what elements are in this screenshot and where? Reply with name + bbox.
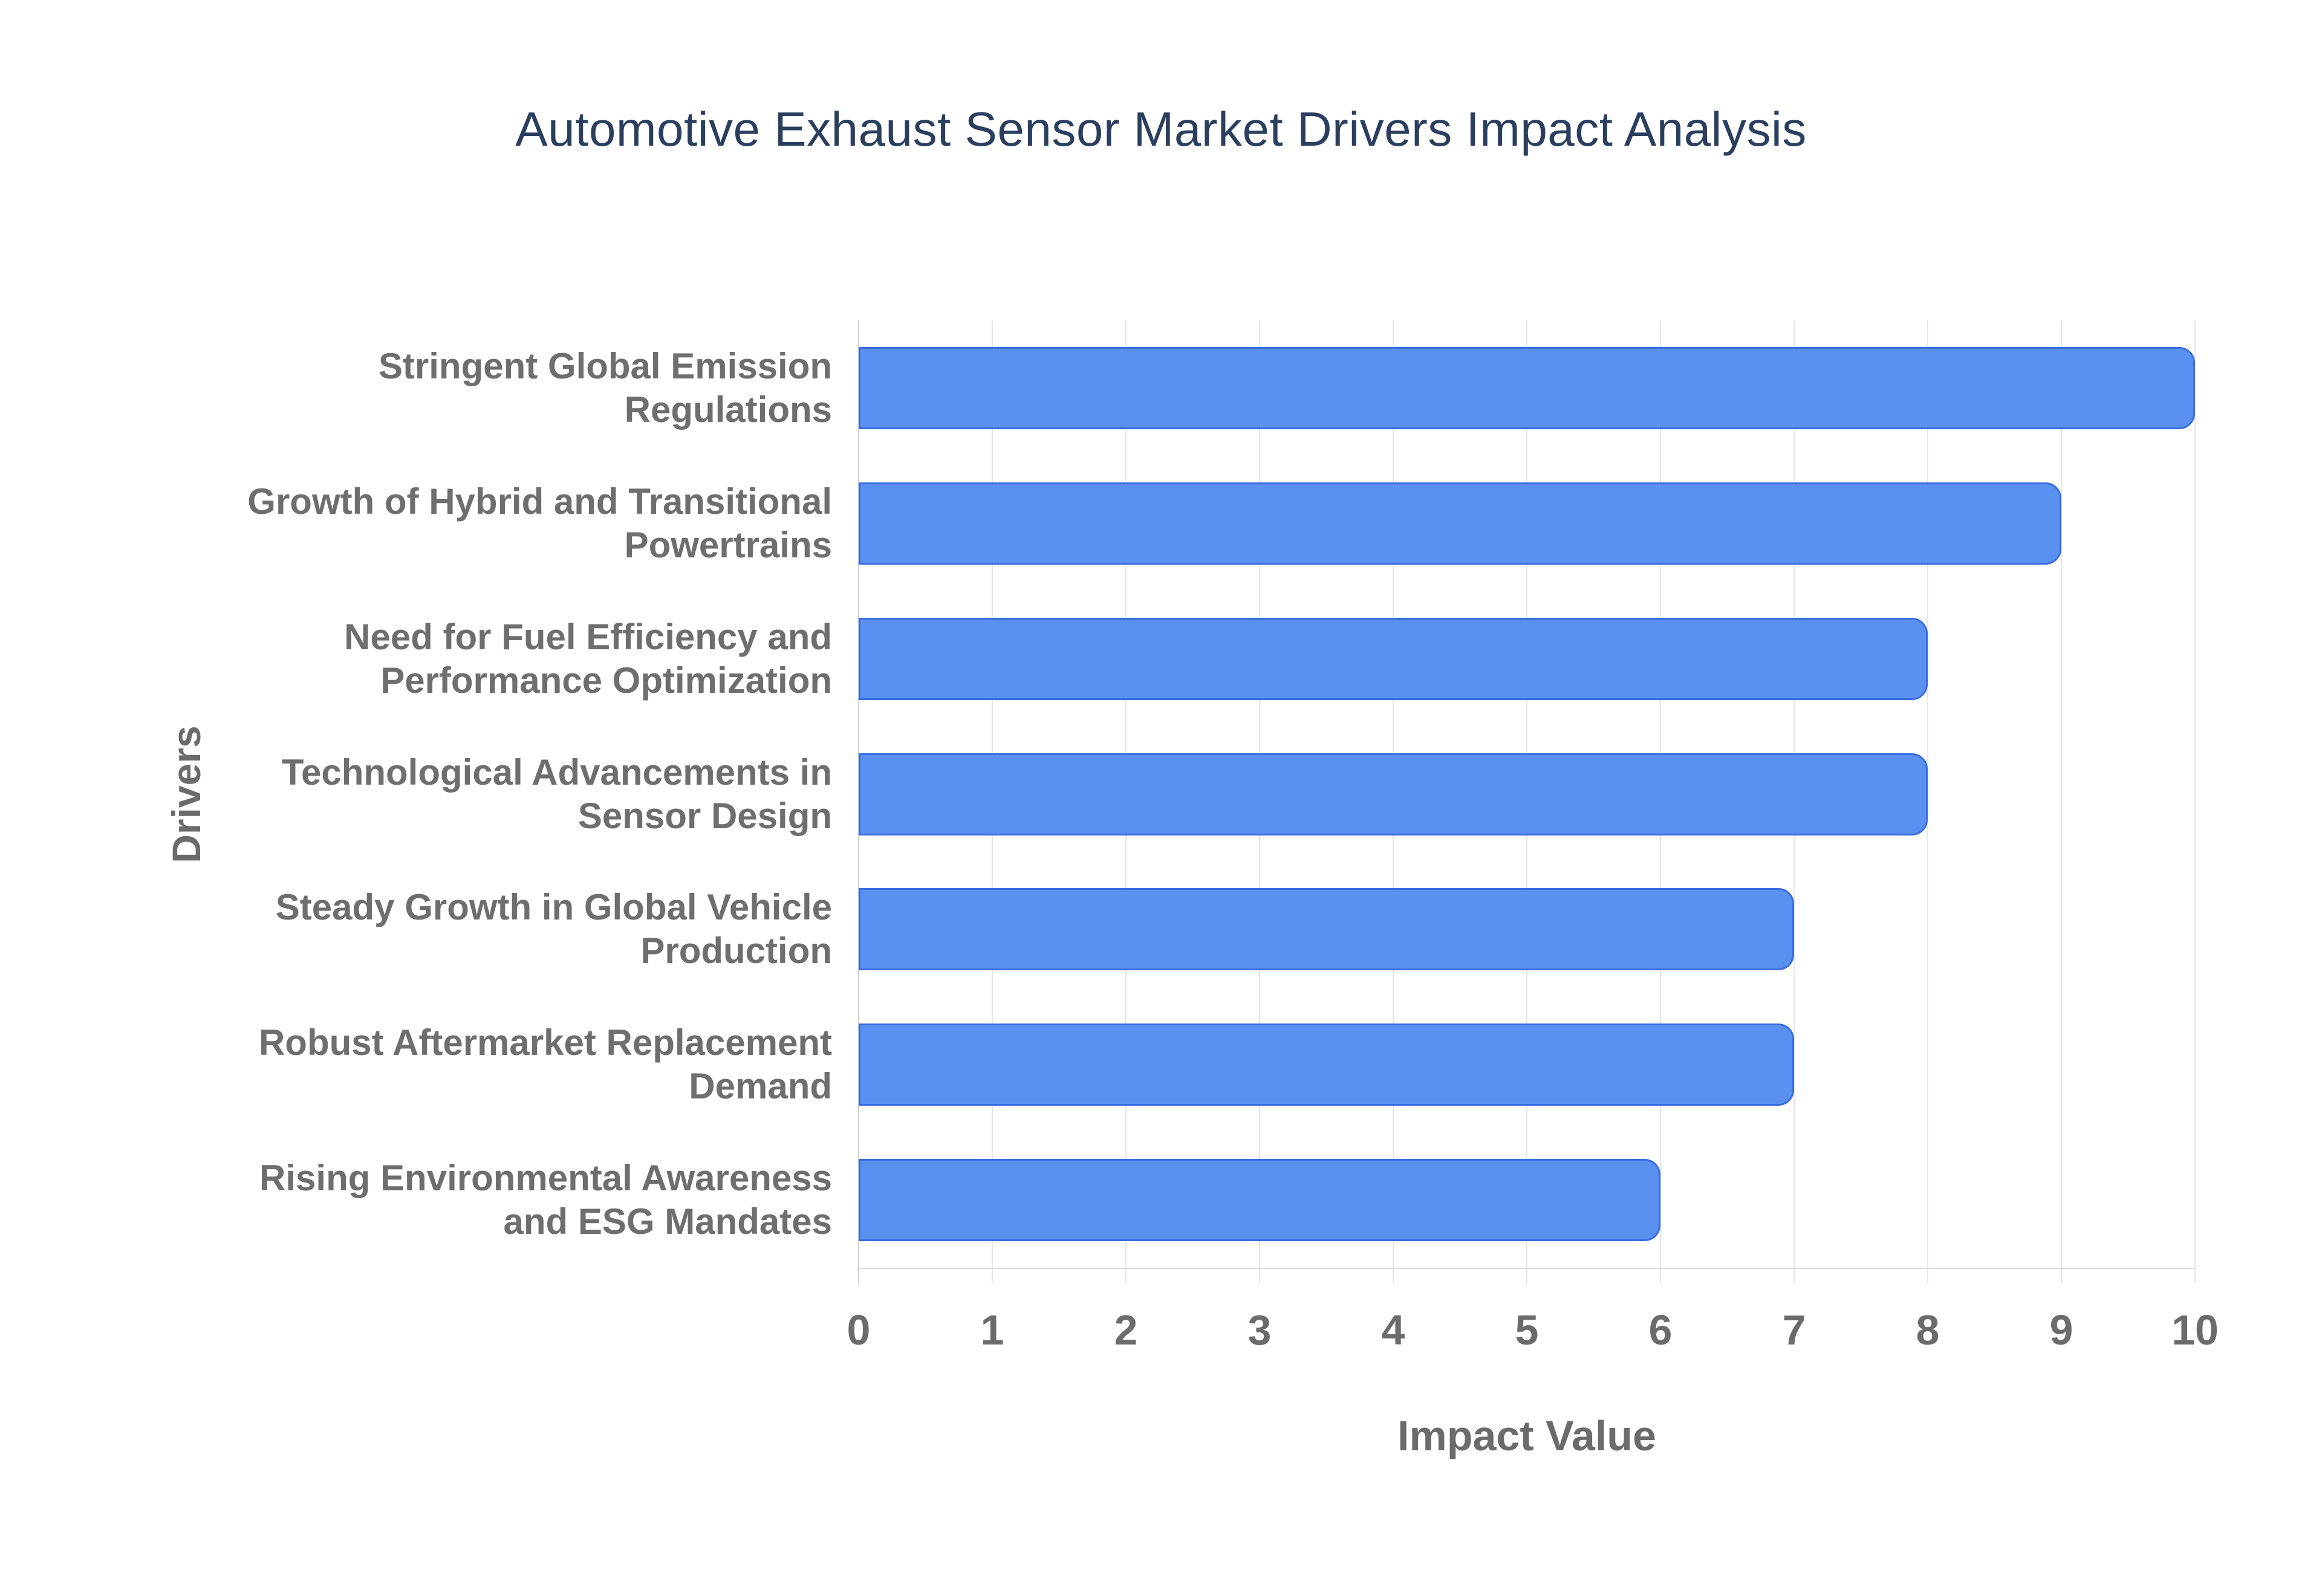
x-tick-label: 6 (1648, 1306, 1673, 1354)
category-label: Rising Environmental Awareness and ESG M… (259, 1158, 832, 1242)
x-tick-label: 5 (1515, 1306, 1539, 1354)
category-label: Need for Fuel Efficiency and Performance… (344, 616, 832, 701)
bar (859, 1159, 1660, 1242)
bar (859, 346, 2195, 429)
plot-area (858, 320, 2196, 1283)
gridline (2061, 320, 2062, 1283)
x-tick-label: 3 (1247, 1306, 1272, 1354)
category-label: Stringent Global Emission Regulations (378, 345, 832, 430)
y-axis-title: Drivers (164, 725, 209, 863)
bar (859, 753, 1928, 835)
category-label: Growth of Hybrid and Transitional Powert… (247, 481, 832, 565)
gridline (1927, 320, 1928, 1283)
x-tick-label: 2 (1114, 1306, 1138, 1354)
category-label: Robust Aftermarket Replacement Demand (258, 1022, 832, 1107)
chart-title: Automotive Exhaust Sensor Market Drivers… (515, 102, 1807, 156)
bar (859, 482, 2061, 565)
x-tick-label: 0 (847, 1306, 871, 1354)
x-axis-line (859, 1268, 2195, 1269)
y-axis-labels: Stringent Global Emission Regulations Gro… (221, 320, 832, 1268)
gridline (2194, 320, 2196, 1283)
x-tick-label: 10 (2171, 1306, 2219, 1354)
x-axis-title: Impact Value (1397, 1412, 1656, 1459)
x-tick-label: 4 (1381, 1306, 1405, 1354)
x-tick-label: 8 (1916, 1306, 1940, 1354)
bar (859, 1023, 1794, 1106)
x-tick-label: 7 (1782, 1306, 1806, 1354)
category-label: Technological Advancements in Sensor Des… (281, 751, 832, 836)
x-tick-label: 9 (2049, 1306, 2073, 1354)
category-label: Steady Growth in Global Vehicle Producti… (275, 887, 832, 972)
bar (859, 888, 1794, 971)
bar (859, 617, 1928, 700)
x-axis-tick-labels: 0 1 2 3 4 5 6 7 8 9 10 (847, 1306, 2219, 1360)
x-tick-label: 1 (980, 1306, 1004, 1354)
